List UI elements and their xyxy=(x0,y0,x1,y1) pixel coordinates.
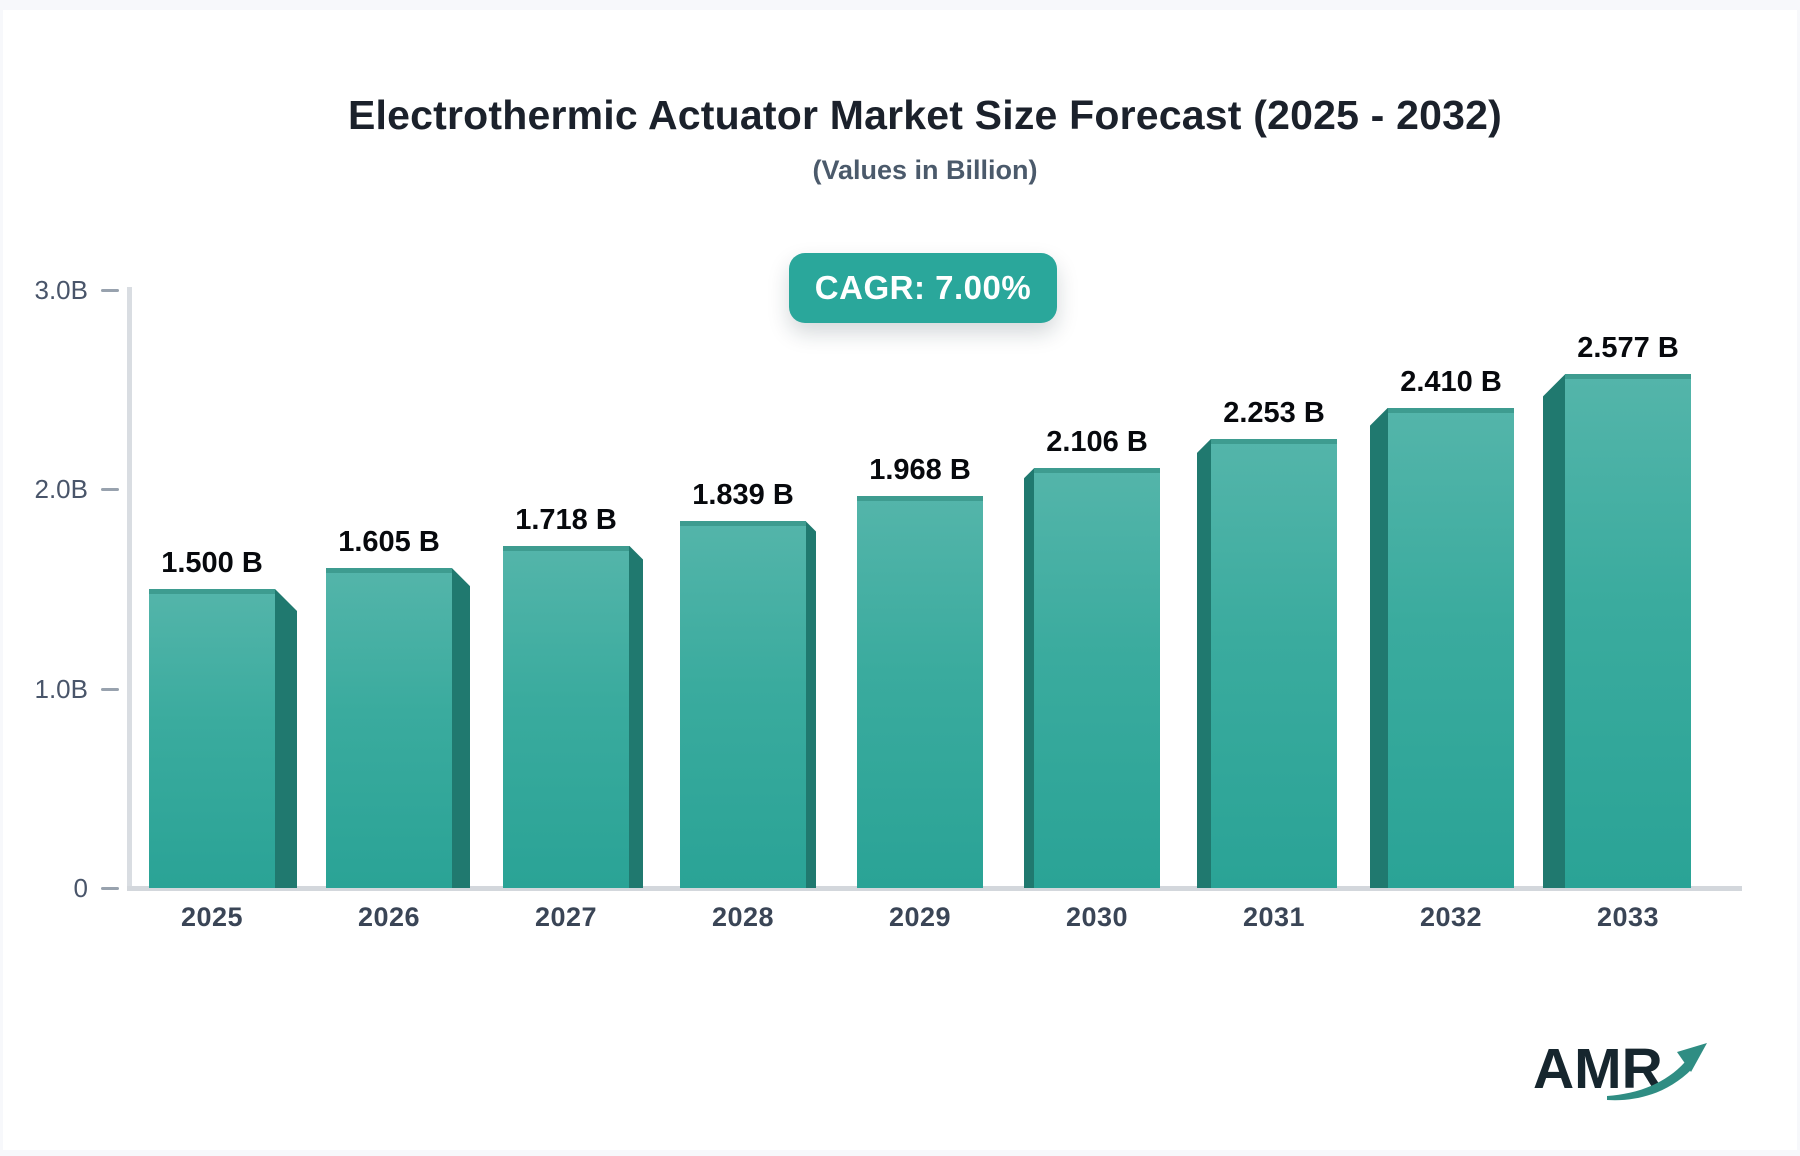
y-tick-mark xyxy=(101,289,119,292)
bar-face xyxy=(1034,468,1160,888)
bar-2027: 1.718 B xyxy=(503,504,643,888)
y-axis-line xyxy=(127,287,132,891)
bar-top-edge xyxy=(1388,407,1514,413)
x-axis-label-2028: 2028 xyxy=(711,902,775,932)
bar-3d-side xyxy=(629,545,643,888)
y-tick-mark xyxy=(101,687,119,691)
bar-value-label: 2.106 B xyxy=(1046,426,1148,459)
bar-2029: 1.968 B xyxy=(857,454,983,888)
x-axis-label-2025: 2025 xyxy=(180,902,244,932)
x-axis-label-2027: 2027 xyxy=(534,902,598,932)
bar-2030: 2.106 B xyxy=(1024,426,1160,888)
x-axis-label-2026: 2026 xyxy=(357,902,421,932)
bar-top-edge xyxy=(857,495,983,501)
amr-logo: AMR xyxy=(1533,1036,1733,1126)
bar-value-label: 2.253 B xyxy=(1223,396,1325,429)
bar-value-label: 1.968 B xyxy=(869,453,971,486)
bar-2026: 1.605 B xyxy=(326,526,470,888)
bar-top-edge xyxy=(503,545,629,551)
bar-3d-side xyxy=(1370,407,1388,888)
bar-value-label: 2.410 B xyxy=(1400,365,1502,398)
bar-top-edge xyxy=(1034,468,1160,474)
bar-2033: 2.577 B xyxy=(1543,332,1691,888)
bar-face xyxy=(149,589,275,888)
y-tick-label: 1.0B xyxy=(34,673,89,704)
y-tick-mark xyxy=(101,488,119,492)
bar-2025: 1.500 B xyxy=(149,547,297,888)
chart-header: Electrothermic Actuator Market Size Fore… xyxy=(25,92,1800,186)
bar-face xyxy=(1388,407,1514,888)
bar-3d-side xyxy=(806,521,816,888)
bar-face xyxy=(680,521,806,888)
y-tick-mark xyxy=(101,887,119,890)
x-axis-label-2032: 2032 xyxy=(1419,902,1483,932)
x-axis-label-2033: 2033 xyxy=(1596,902,1660,932)
x-axis-label-2031: 2031 xyxy=(1242,902,1306,932)
bar-value-label: 1.718 B xyxy=(515,503,617,536)
bar-top-edge xyxy=(1211,438,1337,444)
bar-2031: 2.253 B xyxy=(1197,397,1337,888)
bar-value-label: 2.577 B xyxy=(1577,332,1679,365)
bar-top-edge xyxy=(680,521,806,527)
bar-top-edge xyxy=(1565,374,1691,380)
chart-title: Electrothermic Actuator Market Size Fore… xyxy=(348,92,1502,138)
bar-3d-side xyxy=(1197,438,1211,888)
bar-face xyxy=(857,495,983,888)
bar-3d-side xyxy=(1024,468,1034,888)
bar-face xyxy=(326,568,452,888)
bar-top-edge xyxy=(326,568,452,574)
bar-face xyxy=(1211,438,1337,888)
x-axis-line xyxy=(127,886,1742,891)
bar-3d-side xyxy=(452,568,470,888)
bar-face xyxy=(1565,374,1691,888)
bar-3d-side xyxy=(275,589,297,888)
y-tick-label: 3.0B xyxy=(34,275,89,305)
bar-2032: 2.410 B xyxy=(1370,366,1514,888)
bar-top-edge xyxy=(149,589,275,594)
bar-3d-side xyxy=(1543,374,1565,888)
bar-2028: 1.839 B xyxy=(680,479,816,888)
y-tick-label: 2.0B xyxy=(34,474,89,505)
growth-arrow-icon xyxy=(1607,1043,1707,1101)
y-tick-label: 0 xyxy=(73,873,88,903)
bar-face xyxy=(503,545,629,888)
bar-value-label: 1.839 B xyxy=(692,479,794,512)
bar-value-label: 1.605 B xyxy=(338,526,440,559)
x-axis-label-2030: 2030 xyxy=(1065,902,1129,932)
bar-value-label: 1.500 B xyxy=(161,547,263,579)
x-axis-label-2029: 2029 xyxy=(888,902,952,932)
chart-subtitle: (Values in Billion) xyxy=(812,155,1038,185)
cagr-badge: CAGR: 7.00% xyxy=(789,253,1057,323)
